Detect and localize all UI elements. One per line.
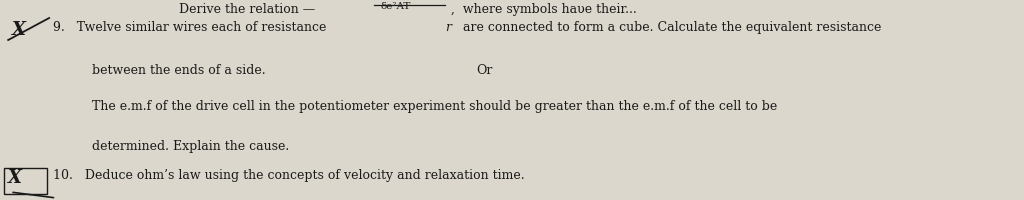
Text: X: X xyxy=(8,169,23,187)
Text: 10.   Deduce ohm’s law using the concepts of velocity and relaxation time.: 10. Deduce ohm’s law using the concepts … xyxy=(53,169,525,182)
Text: between the ends of a side.: between the ends of a side. xyxy=(92,64,266,77)
Text: 9.   Twelve similar wires each of resistance: 9. Twelve similar wires each of resistan… xyxy=(53,21,331,34)
Text: Derive the relation —: Derive the relation — xyxy=(179,3,315,16)
Text: are connected to form a cube. Calculate the equivalent resistance: are connected to form a cube. Calculate … xyxy=(459,21,881,34)
Text: δe²AT: δe²AT xyxy=(381,2,412,11)
Text: r: r xyxy=(445,21,452,34)
Text: ,  where symbols haυe their...: , where symbols haυe their... xyxy=(451,3,636,16)
Text: determined. Explain the cause.: determined. Explain the cause. xyxy=(92,140,290,153)
Text: X: X xyxy=(12,21,27,39)
Text: The e.m.f of the drive cell in the potentiometer experiment should be greater th: The e.m.f of the drive cell in the poten… xyxy=(92,100,777,113)
Text: Or: Or xyxy=(476,64,493,77)
